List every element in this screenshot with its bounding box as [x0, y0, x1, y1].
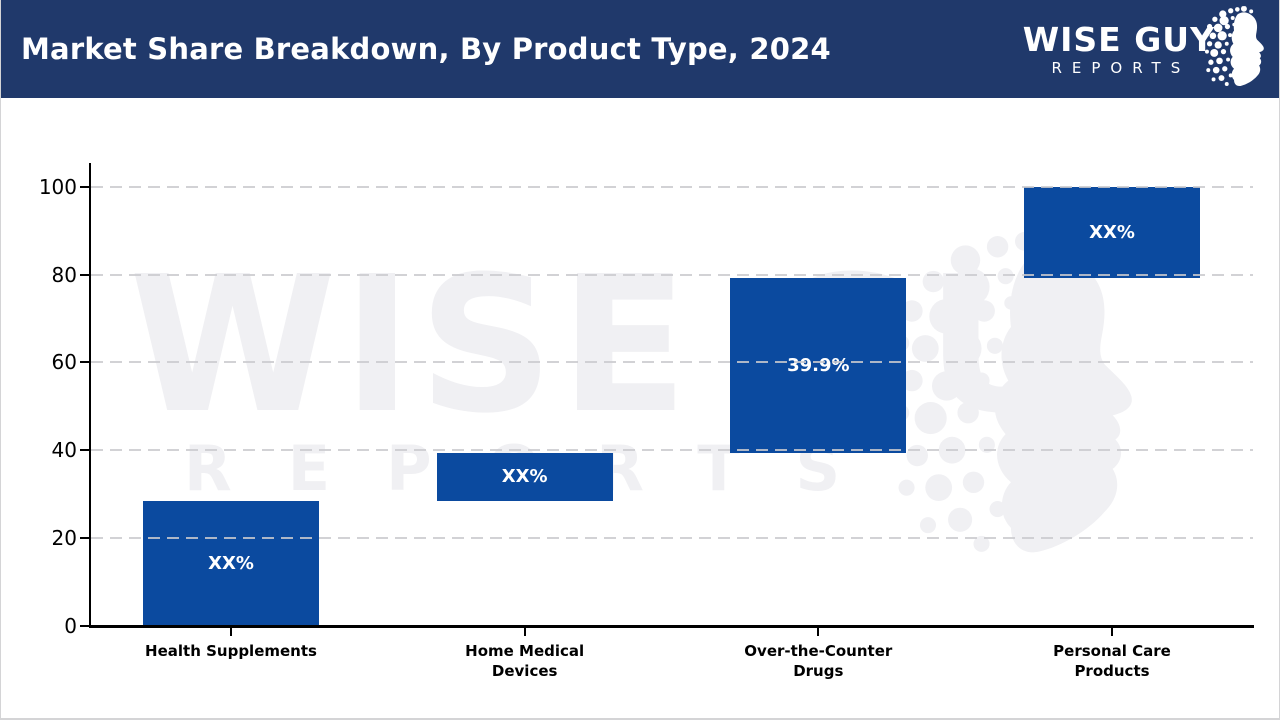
- y-tick-label-0: 0: [64, 613, 77, 638]
- y-axis-line: [89, 163, 91, 628]
- y-tick-80: [80, 273, 89, 276]
- gridline-60: [91, 361, 1253, 364]
- y-tick-100: [80, 186, 89, 188]
- bar-home-medical-devices: XX%: [436, 452, 613, 501]
- bar-value-label: XX%: [208, 552, 254, 574]
- x-category-label-line: Health Supplements: [145, 642, 317, 660]
- y-tick-label-60: 60: [51, 350, 77, 375]
- y-tick-60: [80, 361, 89, 364]
- y-tick-0: [80, 624, 89, 627]
- x-category-label-line: Devices: [491, 662, 558, 680]
- logo-wordmark-line1: WISE GUY: [1022, 20, 1215, 60]
- x-category-label-line: Home Medical: [465, 642, 585, 660]
- watermark-dot-face-icon: [863, 228, 1175, 576]
- bar-value-label: XX%: [501, 466, 548, 488]
- x-category-label-home-medical-devices: Home Medical Devices: [378, 641, 672, 681]
- x-category-label-line: Personal Care: [1053, 642, 1171, 660]
- y-tick-label-40: 40: [51, 438, 77, 463]
- y-tick-label-20: 20: [51, 525, 77, 550]
- bar-value-label: XX%: [1089, 221, 1135, 243]
- y-tick-label-100: 100: [38, 175, 77, 199]
- bar-personal-care-products: XX%: [1024, 187, 1200, 278]
- x-category-label-line: Products: [1074, 662, 1150, 680]
- x-category-label-line: Drugs: [793, 662, 844, 680]
- y-tick-20: [80, 536, 89, 539]
- bar-over-the-counter-drugs: 39.9%: [730, 277, 907, 453]
- x-axis-line: [89, 625, 1254, 628]
- bar-value-label: 39.9%: [787, 354, 850, 376]
- x-category-label-over-the-counter-drugs: Over-the-Counter Drugs: [671, 641, 965, 681]
- logo-wordmark-line2: REPORTS: [1051, 58, 1191, 77]
- bar-health-supplements: XX%: [143, 500, 319, 626]
- x-category-label-line: Over-the-Counter: [744, 642, 893, 660]
- x-tick-home-medical-devices: [523, 628, 526, 636]
- y-tick-40: [80, 449, 89, 452]
- y-tick-label-80: 80: [51, 262, 77, 287]
- brand-logo: WISE GUY REPORTS: [1023, 5, 1269, 93]
- logo-dot-face-icon: [1203, 5, 1269, 93]
- header: Market Share Breakdown, By Product Type,…: [1, 0, 1279, 98]
- x-tick-health-supplements: [230, 628, 232, 636]
- page-title: Market Share Breakdown, By Product Type,…: [21, 32, 831, 66]
- x-category-label-personal-care-products: Personal Care Products: [965, 641, 1259, 681]
- x-category-label-health-supplements: Health Supplements: [84, 641, 378, 661]
- watermark-wordmark: WISE GU: [129, 236, 1085, 455]
- x-tick-personal-care-products: [1111, 628, 1113, 636]
- logo-wordmark: WISE GUY REPORTS: [1023, 23, 1215, 77]
- x-tick-over-the-counter-drugs: [817, 628, 820, 636]
- gridline-40: [91, 449, 1253, 452]
